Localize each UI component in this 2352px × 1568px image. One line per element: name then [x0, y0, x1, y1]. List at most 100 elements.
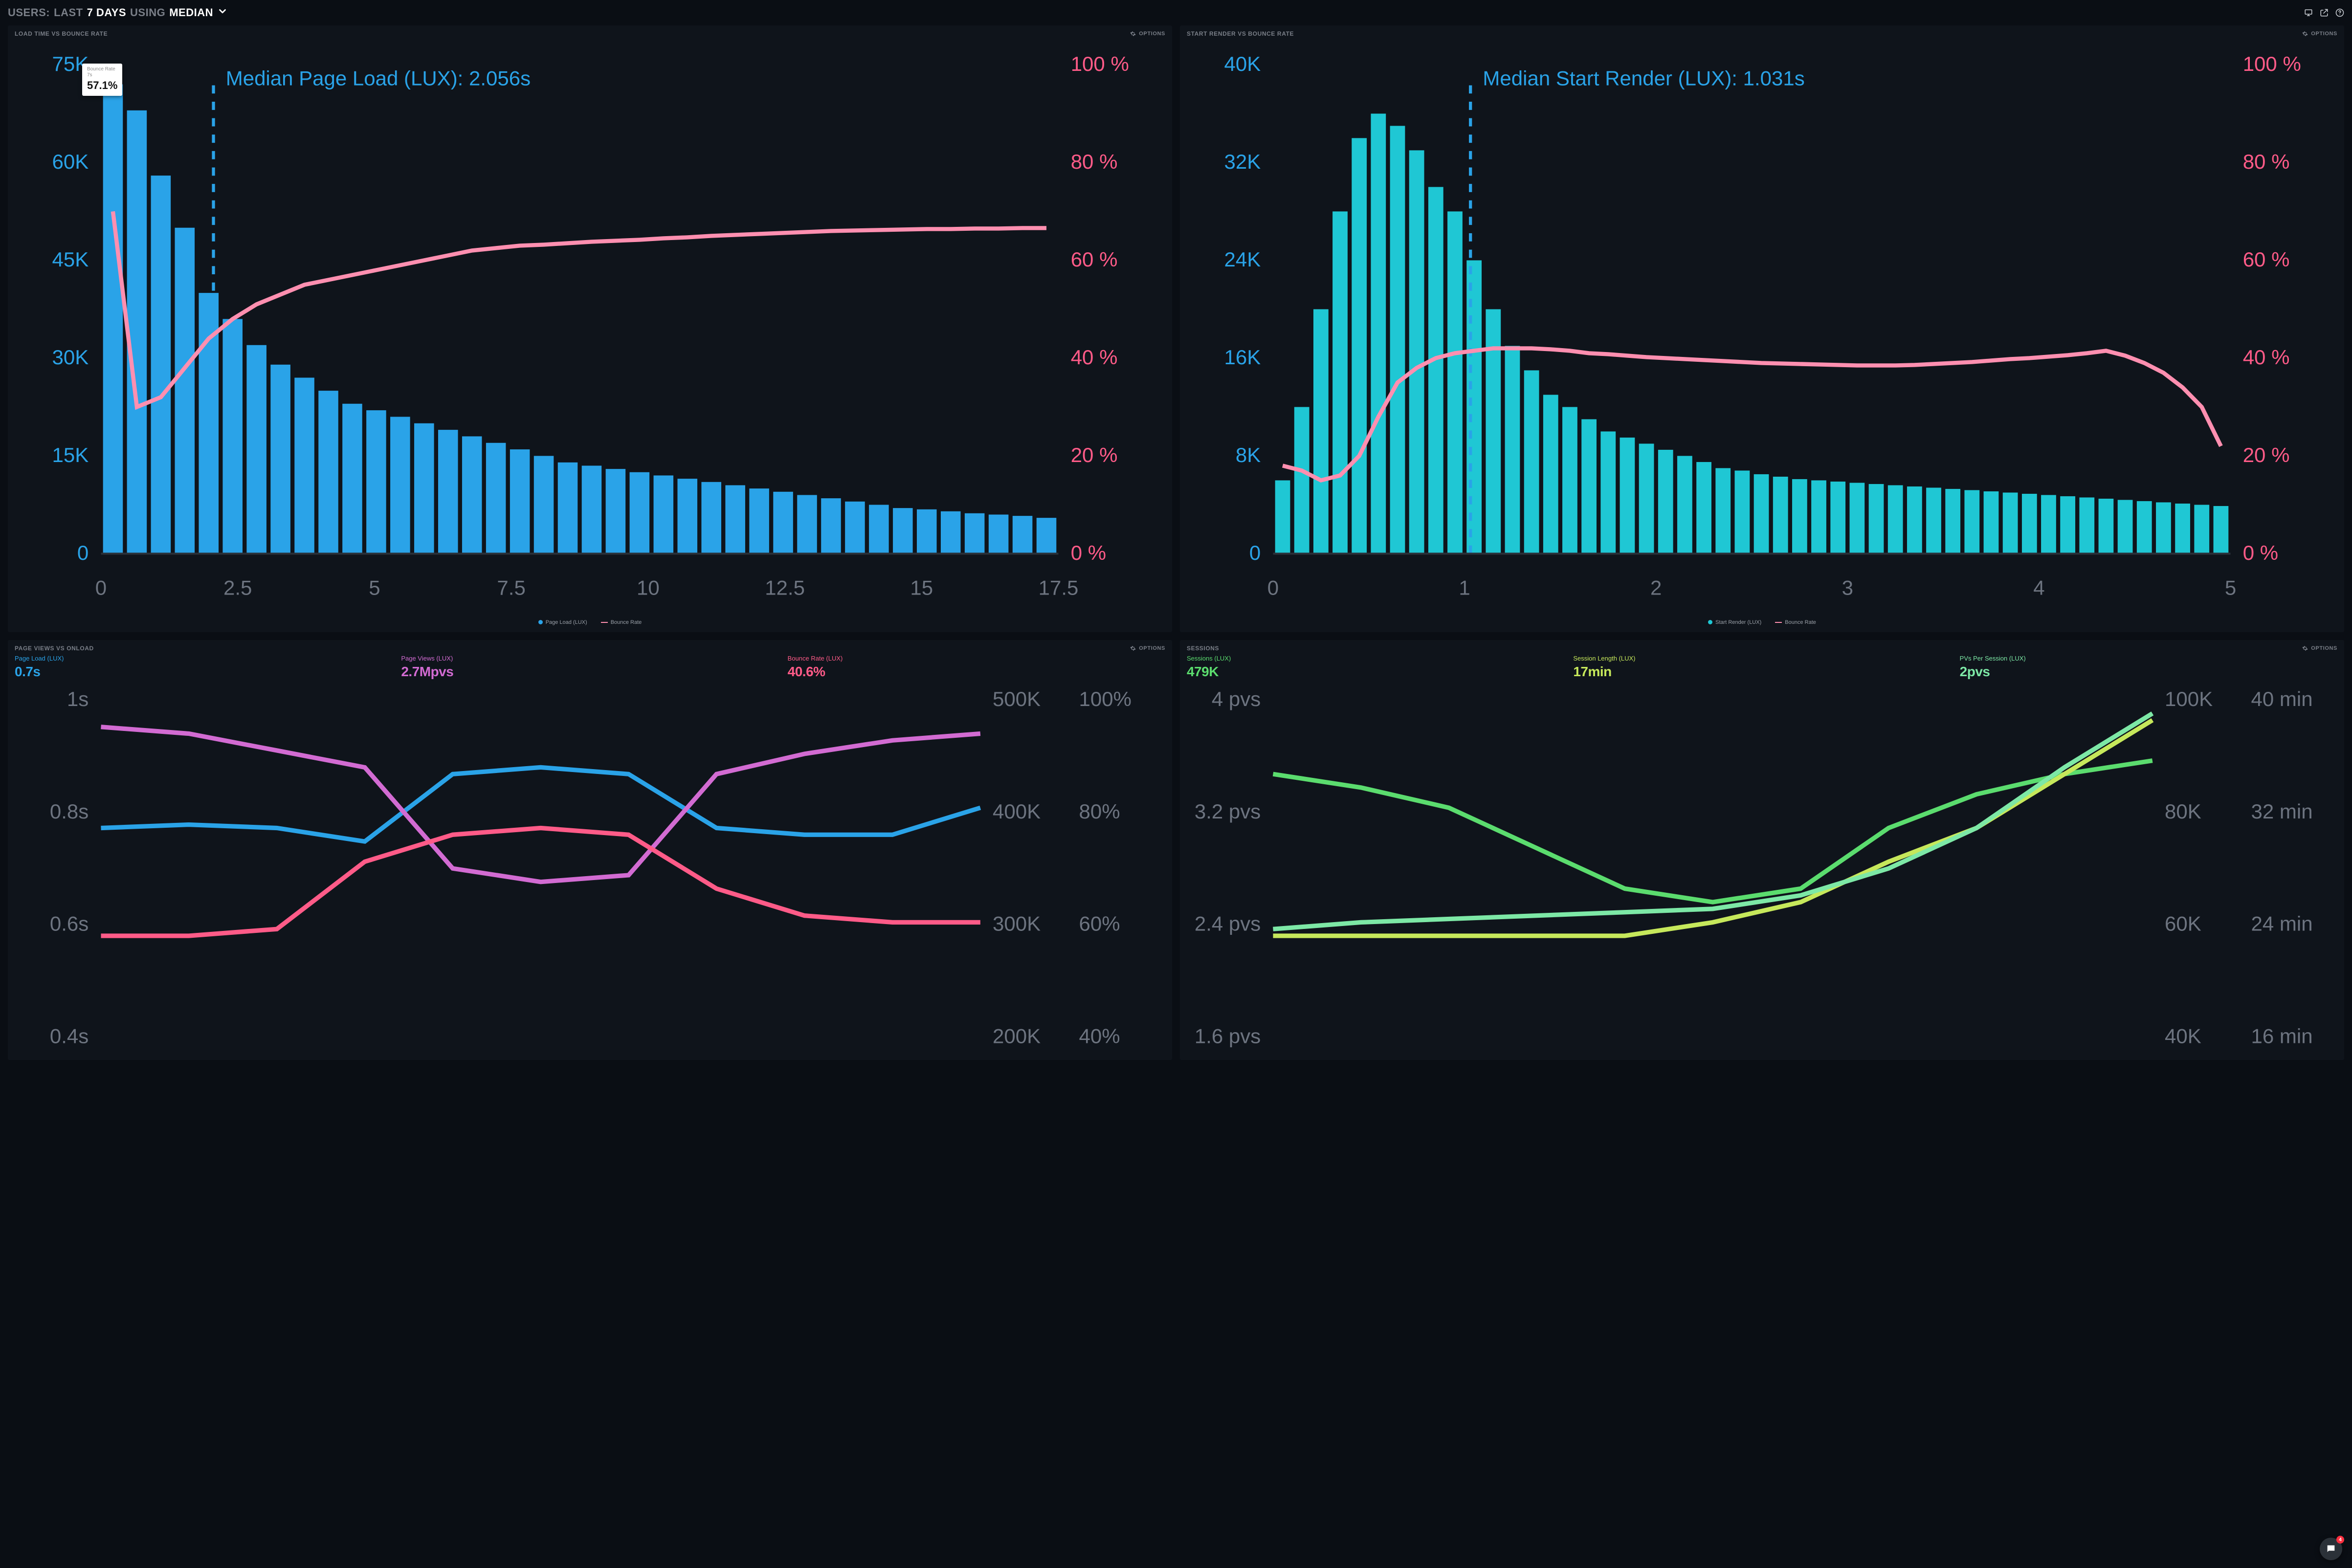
options-button[interactable]: OPTIONS [1130, 645, 1165, 651]
svg-text:16K: 16K [1224, 346, 1261, 369]
header-range: 7 DAYS [87, 6, 126, 19]
metric-label: Session Length (LUX) [1573, 655, 1951, 662]
metrics-row: Page Load (LUX) 0.7s Page Views (LUX) 2.… [15, 655, 1165, 680]
svg-text:200K: 200K [993, 1024, 1041, 1047]
svg-text:20 %: 20 % [1071, 443, 1118, 466]
gear-icon [2302, 31, 2308, 37]
svg-text:7.5: 7.5 [497, 576, 525, 599]
notification-badge: 4 [2336, 1536, 2344, 1544]
svg-text:40K: 40K [2165, 1024, 2201, 1047]
svg-text:12.5: 12.5 [765, 576, 805, 599]
svg-text:60%: 60% [1079, 912, 1120, 935]
panel-title: PAGE VIEWS VS ONLOAD [15, 645, 94, 652]
metric-bounce-rate: Bounce Rate (LUX) 40.6% [788, 655, 1165, 680]
legend-item: Page Load (LUX) [538, 619, 587, 625]
svg-text:30K: 30K [52, 346, 89, 369]
tooltip-value: 57.1% [87, 79, 117, 92]
panel-start-render-vs-bounce: START RENDER VS BOUNCE RATE OPTIONS 40K3… [1180, 25, 2344, 632]
svg-text:60 %: 60 % [2243, 248, 2290, 271]
filter-dropdown[interactable]: USERS: LAST 7 DAYS USING MEDIAN [8, 6, 228, 20]
svg-text:80%: 80% [1079, 799, 1120, 822]
svg-text:80 %: 80 % [2243, 150, 2290, 173]
legend: Page Load (LUX) Bounce Rate [15, 619, 1165, 625]
chart-load-bounce: 75K60K45K30K15K0100 %80 %60 %40 %20 %0 %… [15, 40, 1165, 616]
header-last: LAST [54, 6, 83, 19]
header: USERS: LAST 7 DAYS USING MEDIAN [8, 6, 2344, 20]
chart-svg: 75K60K45K30K15K0100 %80 %60 %40 %20 %0 %… [15, 40, 1165, 616]
metric-pvs-per-session: PVs Per Session (LUX) 2pvs [1960, 655, 2337, 680]
svg-text:24 min: 24 min [2251, 912, 2313, 935]
metric-value: 479K [1187, 664, 1564, 680]
metric-value: 2pvs [1960, 664, 2337, 680]
metric-label: Page Load (LUX) [15, 655, 392, 662]
svg-text:2.5: 2.5 [223, 576, 252, 599]
svg-text:Median Page Load (LUX): 2.056s: Median Page Load (LUX): 2.056s [226, 66, 531, 89]
chart-svg: 40K32K24K16K8K0100 %80 %60 %40 %20 %0 %M… [1187, 40, 2337, 616]
share-icon[interactable] [2320, 8, 2329, 17]
svg-text:100K: 100K [2165, 687, 2213, 710]
header-using: USING [130, 6, 165, 19]
svg-text:3: 3 [1842, 576, 1853, 599]
metric-page-views: Page Views (LUX) 2.7Mpvs [401, 655, 778, 680]
svg-text:60K: 60K [52, 150, 89, 173]
svg-text:300K: 300K [993, 912, 1041, 935]
options-label: OPTIONS [1139, 31, 1165, 37]
svg-text:0: 0 [95, 576, 107, 599]
panel-title: SESSIONS [1187, 645, 1219, 652]
svg-text:4: 4 [2033, 576, 2044, 599]
gear-icon [2302, 645, 2308, 651]
monitor-icon[interactable] [2304, 8, 2313, 17]
metric-label: PVs Per Session (LUX) [1960, 655, 2337, 662]
gear-icon [1130, 645, 1136, 651]
svg-text:10: 10 [637, 576, 660, 599]
metric-value: 17min [1573, 664, 1951, 680]
options-button[interactable]: OPTIONS [2302, 645, 2337, 651]
svg-text:4 pvs: 4 pvs [1212, 687, 1261, 710]
svg-text:0: 0 [77, 541, 89, 564]
gear-icon [1130, 31, 1136, 37]
chart-svg: 1s0.8s0.6s0.4s500K400K300K200K100%80%60%… [15, 684, 1165, 1053]
panel-sessions: SESSIONS OPTIONS Sessions (LUX) 479K Ses… [1180, 640, 2344, 1060]
svg-text:0 %: 0 % [2243, 541, 2278, 564]
svg-text:1: 1 [1459, 576, 1470, 599]
svg-text:40 %: 40 % [1071, 346, 1118, 369]
legend-item: Bounce Rate [601, 619, 642, 625]
header-agg: MEDIAN [169, 6, 213, 19]
svg-text:1s: 1s [67, 687, 89, 710]
svg-text:40%: 40% [1079, 1024, 1120, 1047]
svg-text:17.5: 17.5 [1039, 576, 1079, 599]
options-label: OPTIONS [2311, 31, 2337, 37]
header-actions [2304, 8, 2344, 17]
svg-text:16 min: 16 min [2251, 1024, 2313, 1047]
svg-text:3.2 pvs: 3.2 pvs [1195, 799, 1261, 822]
header-prefix: USERS: [8, 6, 50, 19]
panel-title: START RENDER VS BOUNCE RATE [1187, 30, 1294, 37]
panel-load-time-vs-bounce: LOAD TIME VS BOUNCE RATE OPTIONS 75K60K4… [8, 25, 1172, 632]
svg-text:80 %: 80 % [1071, 150, 1118, 173]
metric-value: 0.7s [15, 664, 392, 680]
metric-sessions: Sessions (LUX) 479K [1187, 655, 1564, 680]
tooltip-title: Bounce Rate [87, 66, 117, 72]
svg-text:24K: 24K [1224, 248, 1261, 271]
metric-session-length: Session Length (LUX) 17min [1573, 655, 1951, 680]
svg-text:0.6s: 0.6s [50, 912, 89, 935]
options-label: OPTIONS [2311, 645, 2337, 651]
svg-text:60 %: 60 % [1071, 248, 1118, 271]
help-icon[interactable] [2335, 8, 2344, 17]
panel-title: LOAD TIME VS BOUNCE RATE [15, 30, 108, 37]
metric-value: 40.6% [788, 664, 1165, 680]
options-button[interactable]: OPTIONS [1130, 31, 1165, 37]
chat-widget[interactable]: 4 [2320, 1538, 2342, 1560]
svg-text:80K: 80K [2165, 799, 2201, 822]
chart-svg: 4 pvs3.2 pvs2.4 pvs1.6 pvs100K80K60K40K4… [1187, 684, 2337, 1053]
svg-text:20 %: 20 % [2243, 443, 2290, 466]
panel-page-views-vs-onload: PAGE VIEWS VS ONLOAD OPTIONS Page Load (… [8, 640, 1172, 1060]
tooltip-sub: 7s [87, 72, 117, 78]
svg-text:15K: 15K [52, 443, 89, 466]
chevron-down-icon [217, 6, 228, 20]
options-button[interactable]: OPTIONS [2302, 31, 2337, 37]
svg-text:5: 5 [369, 576, 380, 599]
svg-text:8K: 8K [1236, 443, 1261, 466]
svg-text:15: 15 [910, 576, 933, 599]
svg-text:0: 0 [1267, 576, 1279, 599]
